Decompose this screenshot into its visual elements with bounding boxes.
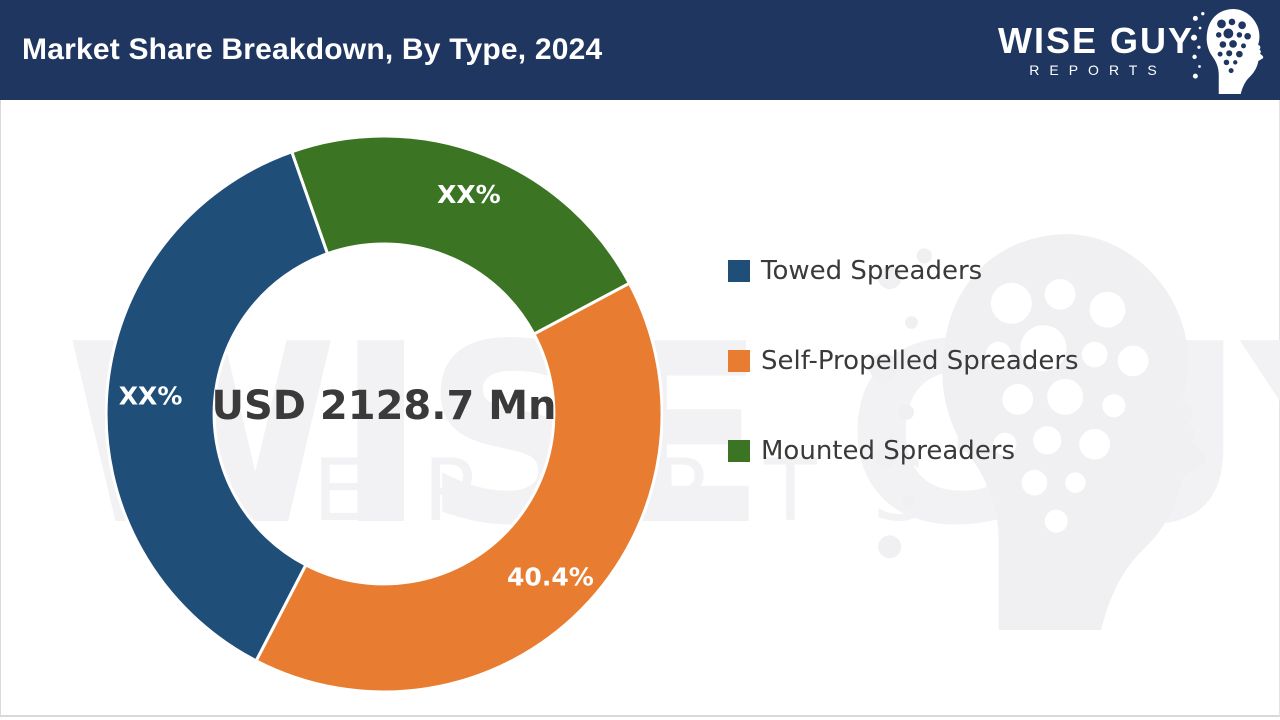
chart-legend: Towed Spreaders Self-Propelled Spreaders M… [728, 256, 1079, 526]
logo-face-icon [1190, 9, 1264, 94]
center-value-label: USD 2128.7 Mn [212, 383, 557, 429]
logo-wordmark: WISE GUY [997, 20, 1194, 61]
logo-text: WISE GUY REPORTS [997, 20, 1194, 78]
donut-slice [254, 281, 663, 693]
slice-percentage-label: XX% [119, 382, 183, 411]
legend-swatch [728, 260, 750, 282]
logo-subtext: REPORTS [1029, 62, 1167, 78]
donut-chart: XX% 40.4% XX% USD 2128.7 Mn [105, 135, 663, 693]
wiseguy-logo: WISE GUY REPORTS [998, 6, 1266, 94]
page-title: Market Share Breakdown, By Type, 2024 [22, 33, 603, 66]
legend-swatch [728, 350, 750, 372]
legend-item: Mounted Spreaders [728, 436, 1079, 466]
legend-item: Towed Spreaders [728, 256, 1079, 286]
legend-label: Self-Propelled Spreaders [761, 346, 1079, 376]
slice-percentage-label: 40.4% [507, 563, 594, 592]
donut-slice [105, 149, 330, 663]
donut-slice [289, 135, 632, 337]
legend-swatch [728, 440, 750, 462]
slice-percentage-label: XX% [437, 180, 501, 209]
legend-label: Mounted Spreaders [761, 436, 1016, 466]
chart-canvas: WISE GUY REPORTS XX%40.4%XX%USD 2128.7 M… [0, 100, 1280, 717]
header-bar: Market Share Breakdown, By Type, 2024 WI… [0, 0, 1280, 100]
legend-item: Self-Propelled Spreaders [728, 346, 1079, 376]
legend-label: Towed Spreaders [761, 256, 983, 286]
